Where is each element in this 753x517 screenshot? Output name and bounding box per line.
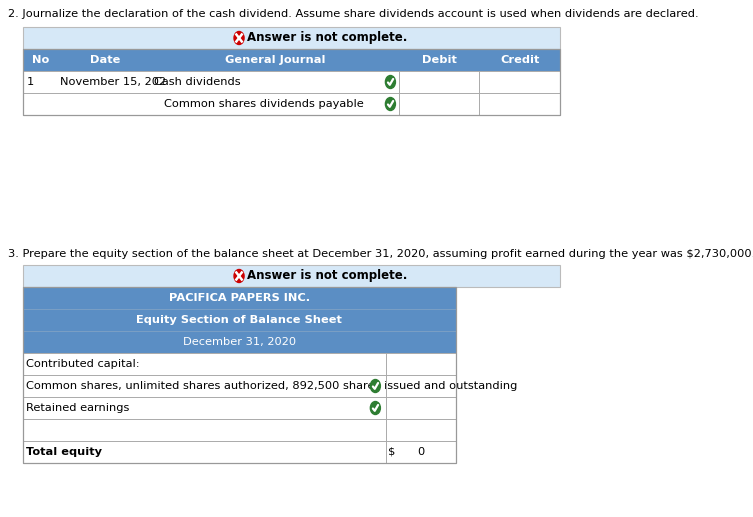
Circle shape [234, 269, 244, 282]
FancyBboxPatch shape [23, 265, 560, 287]
Circle shape [370, 379, 380, 392]
Text: Credit: Credit [500, 55, 539, 65]
FancyBboxPatch shape [23, 331, 456, 353]
Text: Debit: Debit [422, 55, 456, 65]
Circle shape [370, 402, 380, 415]
FancyBboxPatch shape [23, 353, 456, 375]
Text: Equity Section of Balance Sheet: Equity Section of Balance Sheet [136, 315, 343, 325]
Text: 0: 0 [418, 447, 425, 457]
Text: 1: 1 [26, 77, 34, 87]
Text: Total equity: Total equity [26, 447, 102, 457]
FancyBboxPatch shape [23, 27, 560, 49]
Text: Contributed capital:: Contributed capital: [26, 359, 140, 369]
FancyBboxPatch shape [23, 419, 456, 441]
Text: Answer is not complete.: Answer is not complete. [247, 32, 407, 44]
Text: Date: Date [90, 55, 120, 65]
Text: Retained earnings: Retained earnings [26, 403, 130, 413]
Text: General Journal: General Journal [225, 55, 326, 65]
Text: December 31, 2020: December 31, 2020 [183, 337, 296, 347]
FancyBboxPatch shape [23, 287, 456, 309]
Circle shape [386, 75, 395, 88]
Text: No: No [32, 55, 49, 65]
FancyBboxPatch shape [23, 71, 560, 93]
FancyBboxPatch shape [23, 441, 456, 463]
Text: November 15, 202: November 15, 202 [60, 77, 166, 87]
FancyBboxPatch shape [23, 309, 456, 331]
Text: Cash dividends: Cash dividends [154, 77, 241, 87]
FancyBboxPatch shape [23, 397, 456, 419]
Text: 2. Journalize the declaration of the cash dividend. Assume share dividends accou: 2. Journalize the declaration of the cas… [8, 9, 698, 19]
FancyBboxPatch shape [23, 93, 560, 115]
Text: PACIFICA PAPERS INC.: PACIFICA PAPERS INC. [169, 293, 310, 303]
Circle shape [234, 32, 244, 44]
Text: $: $ [389, 447, 396, 457]
Text: 3. Prepare the equity section of the balance sheet at December 31, 2020, assumin: 3. Prepare the equity section of the bal… [8, 249, 753, 259]
FancyBboxPatch shape [23, 375, 456, 397]
FancyBboxPatch shape [23, 49, 560, 71]
Text: Common shares dividends payable: Common shares dividends payable [164, 99, 364, 109]
Circle shape [386, 98, 395, 111]
Text: Answer is not complete.: Answer is not complete. [247, 269, 407, 282]
Text: Common shares, unlimited shares authorized, 892,500 shares issued and outstandin: Common shares, unlimited shares authoriz… [26, 381, 517, 391]
